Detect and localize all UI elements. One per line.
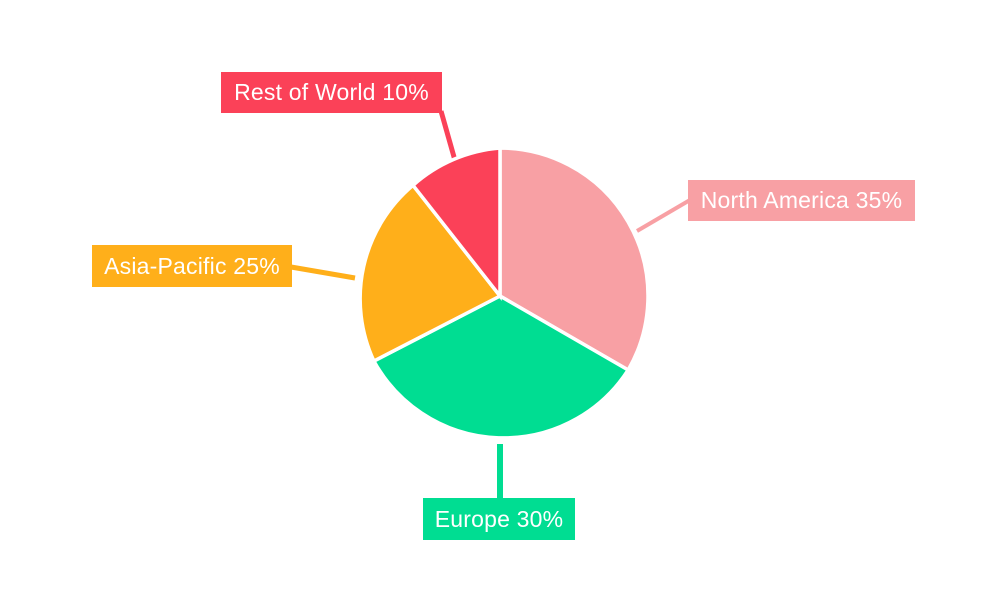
pie-slice-rest-of-world[interactable] xyxy=(410,146,502,302)
leader-line-asia-pacific xyxy=(290,264,356,281)
leader-line-rest-of-world xyxy=(438,110,459,165)
pie-label-europe[interactable]: Europe 30% xyxy=(423,498,575,540)
pie-label-north-america[interactable]: North America 35% xyxy=(688,180,915,221)
pie-label-rest-of-world[interactable]: Rest of World 10% xyxy=(221,72,442,113)
pie-slice-asia-pacific[interactable] xyxy=(358,182,503,364)
pie-slices-group xyxy=(358,146,650,440)
pie-label-asia-pacific[interactable]: Asia-Pacific 25% xyxy=(92,245,292,287)
leader-line-north-america xyxy=(635,198,692,233)
pie-slice-north-america[interactable] xyxy=(498,146,650,373)
pie-slice-europe[interactable] xyxy=(371,294,631,440)
